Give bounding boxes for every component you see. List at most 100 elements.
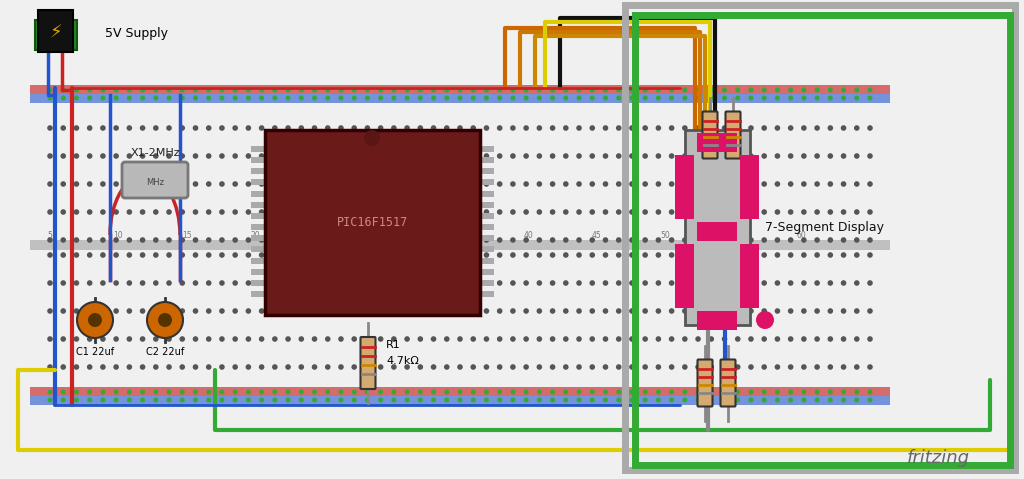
Circle shape [497,153,503,159]
Circle shape [232,125,238,131]
Text: 7-Segment Display: 7-Segment Display [765,220,884,233]
Circle shape [166,209,172,215]
Circle shape [841,153,847,159]
Circle shape [775,95,780,101]
Circle shape [577,280,582,286]
Circle shape [722,398,727,402]
Circle shape [74,237,79,243]
Circle shape [510,209,516,215]
Circle shape [339,95,343,101]
Circle shape [709,308,714,314]
Circle shape [615,237,622,243]
Bar [251,224,265,230]
Circle shape [695,209,700,215]
Bar [697,133,737,152]
Circle shape [391,95,396,101]
Circle shape [537,308,542,314]
Circle shape [854,181,859,187]
Circle shape [756,311,774,329]
Circle shape [378,95,383,101]
Circle shape [74,95,79,101]
Circle shape [60,153,66,159]
Circle shape [457,280,463,286]
Bar [635,15,1010,465]
Text: 30: 30 [387,230,396,240]
Bar [480,224,494,230]
Circle shape [418,237,423,243]
Circle shape [695,389,700,395]
Circle shape [722,252,727,258]
Circle shape [351,125,357,131]
Circle shape [616,88,622,92]
Circle shape [616,389,622,395]
Circle shape [802,398,806,402]
Circle shape [193,237,199,243]
Circle shape [603,389,608,395]
Circle shape [418,125,423,131]
Circle shape [762,181,767,187]
Circle shape [114,95,119,101]
Circle shape [365,336,371,342]
Circle shape [404,125,410,131]
Circle shape [762,252,767,258]
Circle shape [298,308,304,314]
Circle shape [418,280,423,286]
Circle shape [365,88,370,92]
Circle shape [483,181,489,187]
Circle shape [259,308,264,314]
Circle shape [523,153,529,159]
Circle shape [484,95,488,101]
Bar [35,20,77,50]
Circle shape [722,280,727,286]
Circle shape [722,181,727,187]
Circle shape [497,237,503,243]
Circle shape [193,280,199,286]
Circle shape [709,209,714,215]
Circle shape [510,308,516,314]
Circle shape [470,153,476,159]
Text: 5:32 pm: 5:32 pm [323,54,437,136]
Circle shape [788,88,794,92]
Circle shape [114,398,119,402]
Circle shape [87,280,92,286]
Circle shape [629,181,635,187]
Circle shape [510,252,516,258]
Circle shape [471,95,476,101]
Circle shape [100,209,105,215]
Circle shape [431,125,436,131]
Circle shape [404,389,410,395]
Circle shape [841,364,847,370]
Circle shape [787,336,794,342]
Circle shape [114,237,119,243]
Circle shape [762,336,767,342]
Circle shape [827,280,834,286]
Circle shape [814,125,820,131]
Circle shape [114,153,119,159]
Circle shape [351,209,357,215]
Circle shape [483,153,489,159]
Circle shape [100,280,105,286]
Circle shape [259,125,264,131]
Circle shape [867,209,872,215]
Bar [625,5,1015,470]
Circle shape [246,125,251,131]
Circle shape [404,280,410,286]
Circle shape [179,364,185,370]
Circle shape [774,237,780,243]
Circle shape [391,153,396,159]
Circle shape [484,389,488,395]
Circle shape [827,209,834,215]
Circle shape [615,125,622,131]
Circle shape [787,280,794,286]
Circle shape [854,88,859,92]
Circle shape [749,336,754,342]
Circle shape [854,125,859,131]
Circle shape [854,237,859,243]
Circle shape [140,237,145,243]
Circle shape [351,308,357,314]
Circle shape [391,209,396,215]
Circle shape [74,88,79,92]
Circle shape [206,336,212,342]
Circle shape [590,95,595,101]
Circle shape [114,88,119,92]
